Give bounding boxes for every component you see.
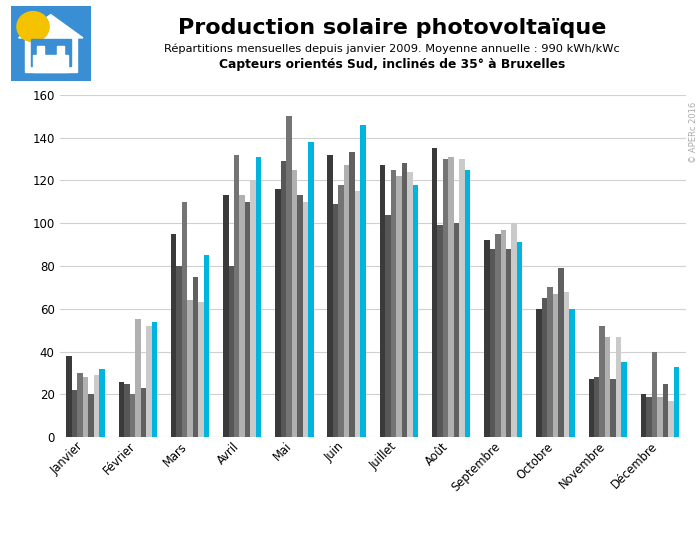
Bar bbox=[663, 384, 668, 437]
Bar bbox=[118, 382, 124, 437]
Text: Répartitions mensuelles depuis janvier 2009. Moyenne annuelle : 990 kWh/kWc: Répartitions mensuelles depuis janvier 2… bbox=[164, 43, 620, 54]
Bar bbox=[198, 302, 204, 437]
Bar bbox=[355, 191, 360, 437]
Bar bbox=[94, 375, 99, 437]
Bar bbox=[512, 223, 517, 437]
FancyBboxPatch shape bbox=[6, 2, 95, 85]
Bar bbox=[558, 268, 564, 437]
Bar bbox=[622, 362, 627, 437]
Bar bbox=[657, 397, 663, 437]
Bar bbox=[407, 172, 412, 437]
Bar bbox=[33, 55, 69, 72]
Bar bbox=[385, 214, 391, 437]
Bar bbox=[448, 157, 454, 437]
Bar bbox=[500, 229, 506, 437]
Bar bbox=[25, 38, 76, 72]
Bar bbox=[610, 379, 616, 437]
Bar bbox=[338, 184, 344, 437]
Bar bbox=[275, 189, 281, 437]
Bar bbox=[459, 159, 465, 437]
Bar bbox=[193, 277, 198, 437]
Bar bbox=[223, 196, 228, 437]
Bar bbox=[239, 196, 245, 437]
Bar bbox=[396, 176, 402, 437]
Bar bbox=[569, 309, 575, 437]
Bar bbox=[484, 240, 489, 437]
Bar bbox=[599, 326, 605, 437]
Bar bbox=[176, 266, 182, 437]
Bar bbox=[465, 170, 470, 437]
Bar bbox=[228, 266, 234, 437]
Bar bbox=[130, 394, 135, 437]
Bar bbox=[256, 157, 261, 437]
Bar bbox=[646, 397, 652, 437]
Bar bbox=[204, 255, 209, 437]
Bar bbox=[333, 204, 338, 437]
Bar bbox=[536, 309, 542, 437]
Bar bbox=[308, 142, 314, 437]
Bar bbox=[349, 153, 355, 437]
Bar bbox=[171, 234, 176, 437]
Bar bbox=[589, 379, 594, 437]
Bar bbox=[286, 116, 292, 437]
Bar bbox=[391, 170, 396, 437]
Bar bbox=[151, 321, 157, 437]
Text: © APERc 2016: © APERc 2016 bbox=[689, 101, 698, 163]
Bar bbox=[135, 320, 141, 437]
Bar bbox=[605, 336, 610, 437]
Bar bbox=[594, 377, 599, 437]
Bar bbox=[72, 390, 78, 437]
Bar bbox=[31, 38, 71, 66]
Bar bbox=[57, 46, 64, 60]
Bar bbox=[517, 242, 522, 437]
Bar bbox=[245, 202, 251, 437]
Bar bbox=[432, 148, 438, 437]
Bar bbox=[37, 46, 44, 60]
Bar bbox=[379, 165, 385, 437]
Bar bbox=[360, 125, 366, 437]
Bar bbox=[298, 196, 302, 437]
Bar bbox=[124, 384, 130, 437]
Bar bbox=[506, 249, 512, 437]
Bar bbox=[188, 300, 193, 437]
Bar bbox=[616, 336, 622, 437]
Bar bbox=[146, 326, 151, 437]
Text: Capteurs orientés Sud, inclinés de 35° à Bruxelles: Capteurs orientés Sud, inclinés de 35° à… bbox=[219, 58, 565, 71]
Text: Production solaire photovoltaïque: Production solaire photovoltaïque bbox=[178, 18, 606, 38]
Bar bbox=[412, 184, 418, 437]
Bar bbox=[673, 367, 679, 437]
Bar bbox=[281, 161, 286, 437]
Bar bbox=[141, 388, 146, 437]
Bar bbox=[182, 202, 188, 437]
Bar bbox=[234, 155, 239, 437]
Circle shape bbox=[17, 12, 49, 42]
Bar bbox=[88, 394, 94, 437]
Bar bbox=[542, 298, 547, 437]
Bar bbox=[251, 180, 256, 437]
Bar bbox=[83, 377, 88, 437]
Bar bbox=[564, 292, 569, 437]
Polygon shape bbox=[19, 14, 83, 38]
Bar bbox=[328, 155, 333, 437]
Bar bbox=[640, 394, 646, 437]
Bar bbox=[438, 225, 443, 437]
Bar bbox=[402, 163, 407, 437]
Bar bbox=[66, 356, 72, 437]
Bar bbox=[668, 401, 673, 437]
Bar bbox=[489, 249, 495, 437]
Bar bbox=[454, 223, 459, 437]
Bar bbox=[553, 294, 558, 437]
Bar bbox=[344, 165, 349, 437]
Bar bbox=[78, 373, 83, 437]
Bar bbox=[652, 351, 657, 437]
Bar bbox=[302, 202, 308, 437]
Bar bbox=[292, 170, 298, 437]
Bar bbox=[495, 234, 500, 437]
Bar bbox=[547, 287, 553, 437]
Bar bbox=[443, 159, 448, 437]
Bar bbox=[99, 369, 105, 437]
